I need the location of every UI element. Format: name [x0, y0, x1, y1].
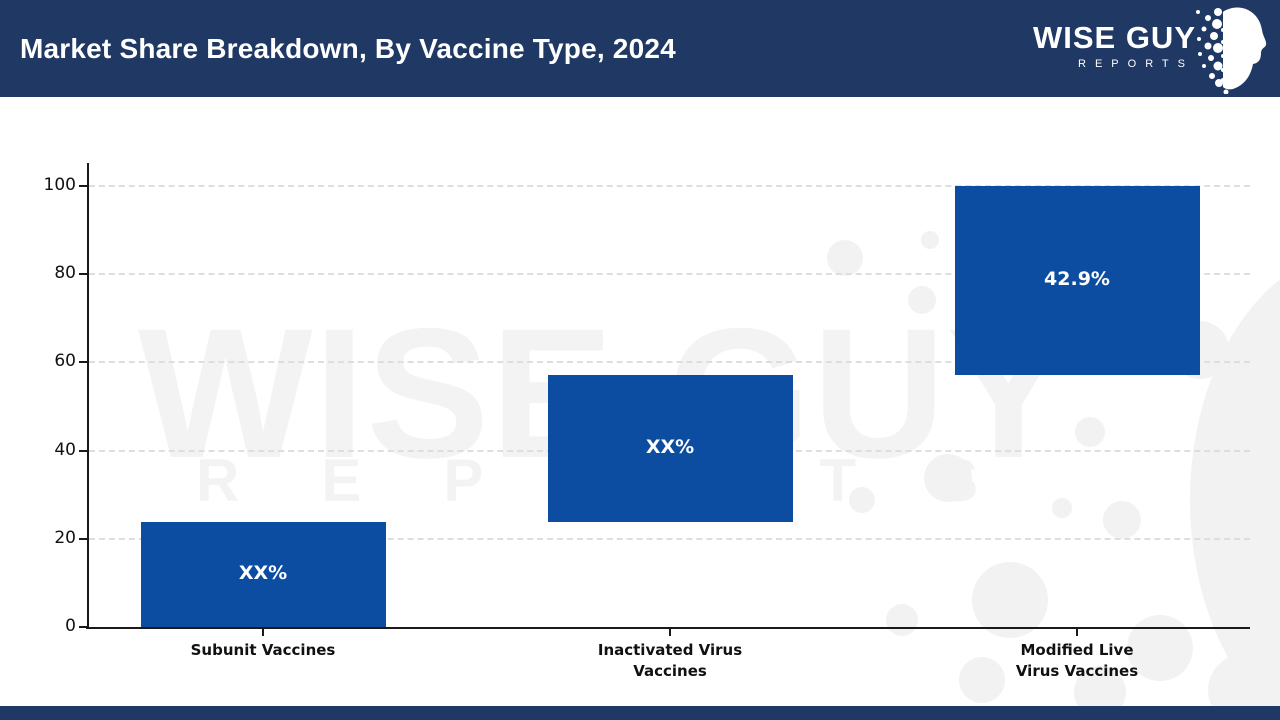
y-tick-label: 20: [54, 527, 76, 548]
brand-name-text: WISE GUY: [1032, 20, 1196, 55]
bar-segment: XX%: [140, 522, 386, 627]
y-tick-mark: [79, 537, 87, 540]
y-axis-spine: [87, 163, 89, 629]
y-tick-mark: [79, 273, 87, 276]
brand-logo: WISE GUY REPORTS: [1018, 0, 1268, 97]
x-category-label: Inactivated Virus Vaccines: [597, 641, 743, 680]
y-tick-mark: [79, 361, 87, 364]
x-category-label: Subunit Vaccines: [190, 641, 336, 659]
brand-subtitle-text: REPORTS: [1078, 58, 1194, 70]
y-tick-mark: [79, 449, 87, 452]
brand-head-icon: [1196, 7, 1267, 94]
y-tick-label: 100: [43, 175, 76, 195]
y-tick-mark: [79, 626, 87, 628]
x-tick-mark: [669, 629, 671, 636]
x-tick-mark: [1076, 629, 1078, 636]
y-tick-label: 0: [65, 616, 76, 636]
page-title: Market Share Breakdown, By Vaccine Type,…: [20, 32, 676, 64]
bar-value-label: 42.9%: [1044, 267, 1110, 290]
y-tick-label: 40: [54, 439, 76, 460]
y-tick-label: 80: [54, 263, 76, 284]
x-tick-mark: [262, 629, 264, 636]
header-bar: Market Share Breakdown, By Vaccine Type,…: [0, 0, 1280, 97]
gridline-y100: [89, 185, 1250, 187]
y-tick-mark: [79, 185, 87, 187]
gridline-y80: [89, 273, 1250, 276]
x-axis-spine: [86, 627, 1250, 629]
bar-segment: 42.9%: [954, 186, 1200, 376]
x-category-label: Modified Live Virus Vaccines: [1015, 641, 1139, 680]
gridline-y20: [89, 537, 1250, 540]
gridline-y60: [89, 361, 1250, 364]
footer-bar: [0, 706, 1280, 720]
bar-value-label: XX%: [645, 435, 695, 458]
bar-value-label: XX%: [238, 561, 288, 584]
y-tick-label: 60: [54, 351, 76, 372]
bar-segment: XX%: [547, 375, 793, 523]
